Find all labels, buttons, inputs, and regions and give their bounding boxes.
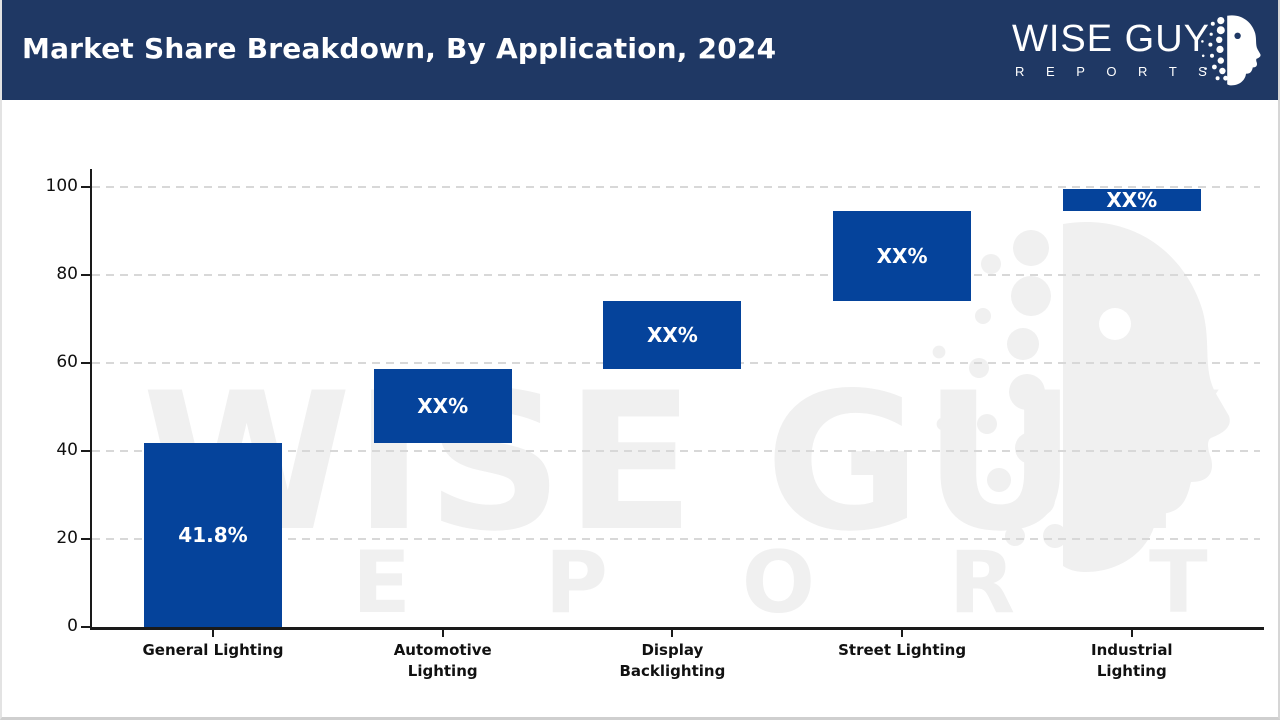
bar-value-label: XX% [646, 323, 698, 348]
y-tick-label: 0 [67, 616, 78, 636]
y-tick-label: 20 [56, 528, 78, 548]
y-tick [81, 274, 90, 276]
bar-value-label: 41.8% [178, 523, 248, 548]
logo-eye-dot [1234, 32, 1241, 39]
x-category-label: Industrial Lighting [1091, 641, 1173, 680]
x-category-label: General Lighting [142, 641, 284, 659]
x-category-label: Street Lighting [838, 641, 967, 659]
y-tick [81, 186, 90, 188]
logo-wordmark: WISE GUY [1012, 18, 1211, 60]
watermark-eye-dot [1099, 308, 1131, 340]
x-tick [901, 629, 904, 637]
x-category-label: Display Backlighting [619, 641, 726, 680]
y-tick [81, 626, 90, 628]
bar-value-label: XX% [1106, 187, 1158, 212]
x-axis-line [90, 627, 1264, 630]
y-tick [81, 538, 90, 540]
page-title: Market Share Breakdown, By Application, … [22, 32, 777, 66]
gridline-100 [92, 186, 1260, 188]
x-tick [671, 629, 674, 637]
x-category-label: Automotive Lighting [393, 641, 492, 680]
y-tick-label: 60 [56, 352, 78, 372]
y-tick-label: 80 [56, 264, 78, 284]
x-tick [441, 629, 444, 637]
logo-face-icon [1201, 15, 1261, 86]
bar-4-street-lighting: XX% [833, 210, 972, 301]
gridline-40 [92, 450, 1260, 452]
bar-value-label: XX% [417, 394, 469, 419]
watermark-face-icon [932, 222, 1230, 572]
logo-subtext: R E P O R T S [1015, 64, 1216, 79]
y-axis-spine [90, 169, 92, 629]
header-bar: Market Share Breakdown, By Application, … [2, 0, 1278, 100]
bar-value-label: XX% [876, 243, 928, 268]
y-tick [81, 362, 90, 364]
bar-1-general-lighting: 41.8% [144, 443, 282, 627]
gridline-20 [92, 538, 1260, 540]
bar-2-automotive-lighting: XX% [373, 369, 512, 444]
x-tick [1130, 629, 1133, 637]
y-tick [81, 450, 90, 452]
bar-3-display-backlighting: XX% [603, 300, 742, 370]
y-tick-label: 40 [56, 440, 78, 460]
gridline-80 [92, 274, 1260, 276]
bar-5-industrial-lighting: XX% [1062, 187, 1201, 212]
y-tick-label: 100 [45, 176, 78, 196]
wiseguy-logo: WISE GUY R E P O R T S [1012, 6, 1264, 94]
x-tick [212, 629, 214, 637]
